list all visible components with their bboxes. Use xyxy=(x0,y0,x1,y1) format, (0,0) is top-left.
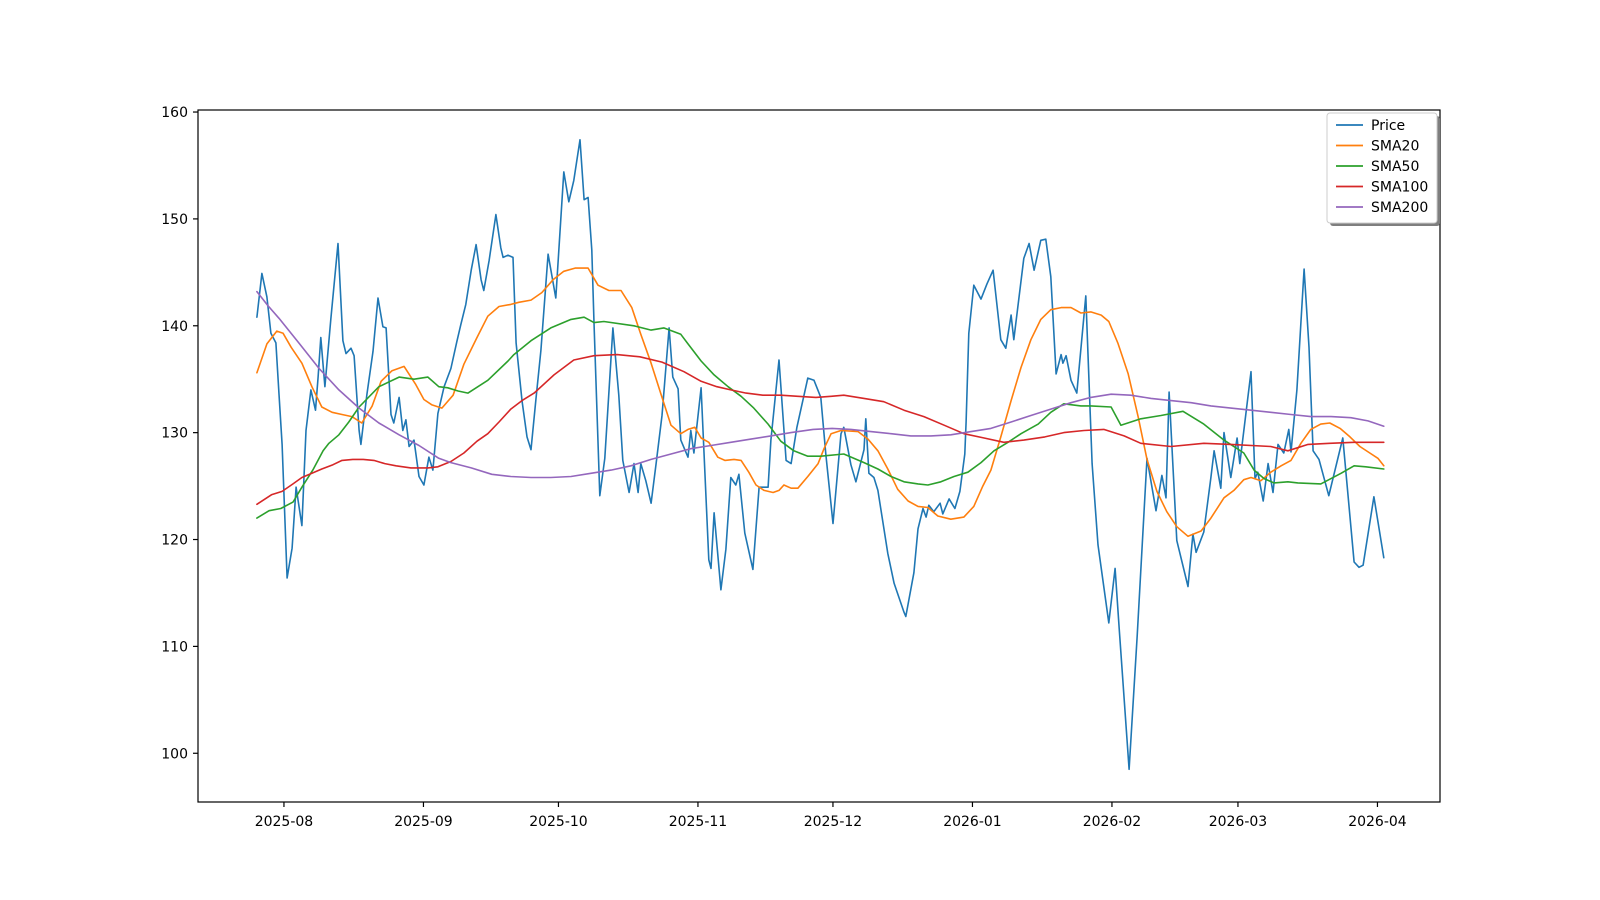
legend-label-sma20: SMA20 xyxy=(1371,139,1419,155)
y-tick-label: 120 xyxy=(161,533,188,549)
legend-box xyxy=(1326,112,1438,224)
series-line-sma50 xyxy=(256,316,1385,519)
x-tick-label: 2026-02 xyxy=(1083,814,1142,830)
y-tick-label: 140 xyxy=(161,319,188,335)
x-tick-label: 2026-03 xyxy=(1209,814,1268,830)
legend-label-price: Price xyxy=(1371,118,1405,134)
series-line-price xyxy=(256,139,1385,771)
legend-label-sma100: SMA100 xyxy=(1371,180,1428,196)
series-line-sma200 xyxy=(256,290,1385,479)
x-tick-label: 2025-11 xyxy=(669,814,728,830)
y-tick-label: 130 xyxy=(161,426,188,442)
legend-label-sma200: SMA200 xyxy=(1371,200,1428,216)
x-tick-label: 2026-01 xyxy=(943,814,1002,830)
series-line-sma20 xyxy=(256,267,1385,538)
x-tick-label: 2025-12 xyxy=(804,814,863,830)
y-tick-label: 160 xyxy=(161,105,188,121)
series-line-sma100 xyxy=(256,353,1385,506)
legend-label-sma50: SMA50 xyxy=(1371,159,1419,175)
plot-border xyxy=(197,109,1441,803)
x-tick-label: 2025-09 xyxy=(394,814,453,830)
x-tick-label: 2026-04 xyxy=(1348,814,1407,830)
y-tick-label: 110 xyxy=(161,639,188,655)
y-tick-label: 150 xyxy=(161,212,188,228)
y-tick-label: 100 xyxy=(161,746,188,762)
x-tick-label: 2025-08 xyxy=(255,814,314,830)
x-tick-label: 2025-10 xyxy=(529,814,588,830)
